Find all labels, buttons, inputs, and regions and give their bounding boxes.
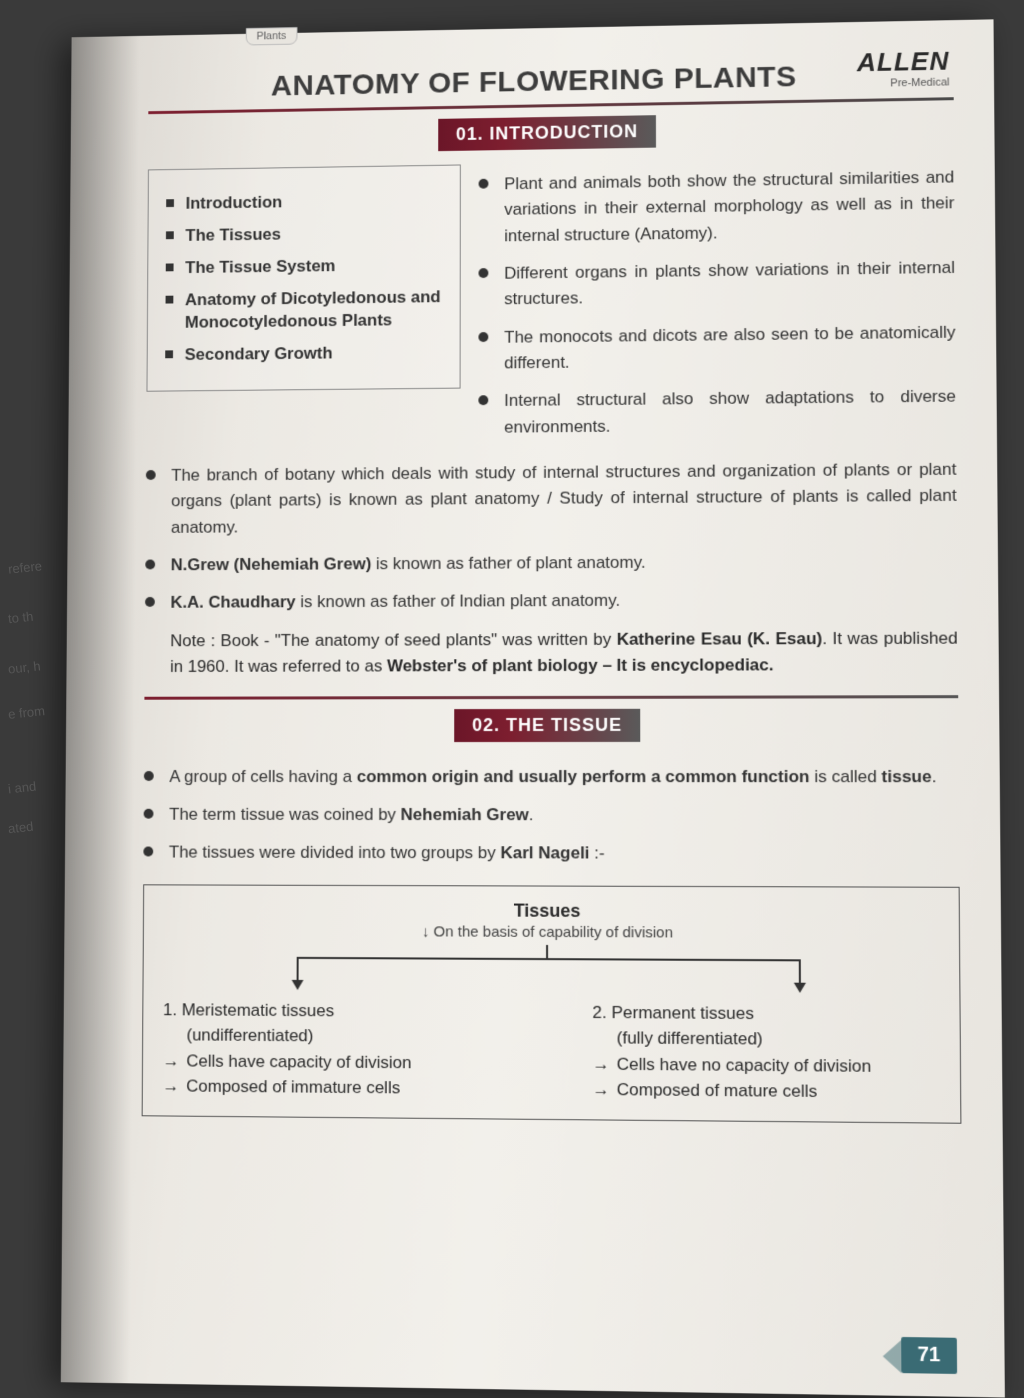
- body-bullets: The branch of botany which deals with st…: [145, 457, 958, 617]
- toc-list: Introduction The Tissues The Tissue Syst…: [165, 189, 442, 366]
- diagram-left: 1. Meristematic tissues (undifferentiate…: [162, 997, 501, 1102]
- left-paren: (undifferentiated): [163, 1022, 502, 1050]
- bullet: Different organs in plants show variatio…: [478, 255, 955, 313]
- right-num: 2.: [592, 1002, 606, 1021]
- intro-bullets: Plant and animals both show the structur…: [478, 165, 956, 441]
- section2-banner: 02. THE TISSUE: [454, 708, 640, 741]
- right-paren: (fully differentiated): [592, 1025, 939, 1053]
- toc-item: Anatomy of Dicotyledonous and Monocotyle…: [165, 286, 442, 334]
- tissue-bullets: A group of cells having a common origin …: [143, 763, 959, 868]
- top-tab: Plants: [246, 27, 297, 45]
- bullet: The tissues were divided into two groups…: [143, 840, 959, 868]
- margin-note: e from: [7, 703, 45, 722]
- tissue-diagram: Tissues ↓ On the basis of capability of …: [142, 884, 962, 1123]
- margin-note: our, h: [7, 658, 41, 676]
- diagram-right: 2. Permanent tissues (fully differentiat…: [532, 999, 940, 1106]
- left-line: Cells have capacity of division: [163, 1048, 502, 1076]
- note: Note : Book - "The anatomy of seed plant…: [170, 625, 958, 680]
- branch-connector-icon: [228, 939, 871, 1003]
- bullet: The monocots and dicots are also seen to…: [478, 319, 955, 377]
- brand-block: ALLEN Pre-Medical: [857, 46, 950, 90]
- bullet: K.A. Chaudhary is known as father of Ind…: [145, 587, 958, 617]
- bullet: Plant and animals both show the structur…: [479, 165, 955, 250]
- toc-item: Introduction: [166, 189, 442, 216]
- brand-name: ALLEN: [857, 46, 950, 78]
- right-line: Composed of mature cells: [592, 1077, 939, 1106]
- diagram-columns: 1. Meristematic tissues (undifferentiate…: [162, 997, 939, 1106]
- toc-item: The Tissues: [166, 222, 442, 248]
- page-number: 71: [901, 1337, 957, 1374]
- right-line: Cells have no capacity of division: [592, 1051, 939, 1080]
- left-line: Composed of immature cells: [162, 1073, 501, 1102]
- bullet: A group of cells having a common origin …: [144, 763, 959, 790]
- toc-item: Secondary Growth: [165, 341, 442, 367]
- margin-note: refere: [7, 558, 42, 576]
- bullet: The term tissue was coined by Nehemiah G…: [144, 802, 960, 829]
- bullet: The branch of botany which deals with st…: [145, 457, 957, 541]
- margin-note: to th: [7, 609, 34, 627]
- section1-banner: 01. INTRODUCTION: [438, 115, 656, 151]
- brand-sub: Pre-Medical: [857, 76, 949, 89]
- bullet: N.Grew (Nehemiah Grew) is known as fathe…: [145, 548, 957, 579]
- left-num: 1.: [163, 1000, 177, 1019]
- left-head: Meristematic tissues: [182, 1000, 335, 1020]
- toc-item: The Tissue System: [166, 254, 442, 280]
- right-head: Permanent tissues: [611, 1002, 754, 1022]
- spine-shadow: [61, 36, 139, 1383]
- page: Plants ALLEN Pre-Medical ANATOMY OF FLOW…: [61, 19, 1005, 1397]
- intro-two-col: Introduction The Tissues The Tissue Syst…: [146, 157, 956, 456]
- arrow-down-icon: ↓: [422, 923, 430, 940]
- bullet: Internal structural also show adaptation…: [478, 384, 956, 441]
- page-num-tail-icon: [883, 1340, 902, 1373]
- intro-bullets-col: Plant and animals both show the structur…: [478, 157, 956, 453]
- toc-box: Introduction The Tissues The Tissue Syst…: [146, 164, 460, 391]
- diagram-subtitle-text: On the basis of capability of division: [434, 923, 673, 941]
- diagram-title: Tissues: [164, 899, 939, 923]
- margin-note: ated: [7, 819, 34, 837]
- margin-note: i and: [7, 779, 37, 797]
